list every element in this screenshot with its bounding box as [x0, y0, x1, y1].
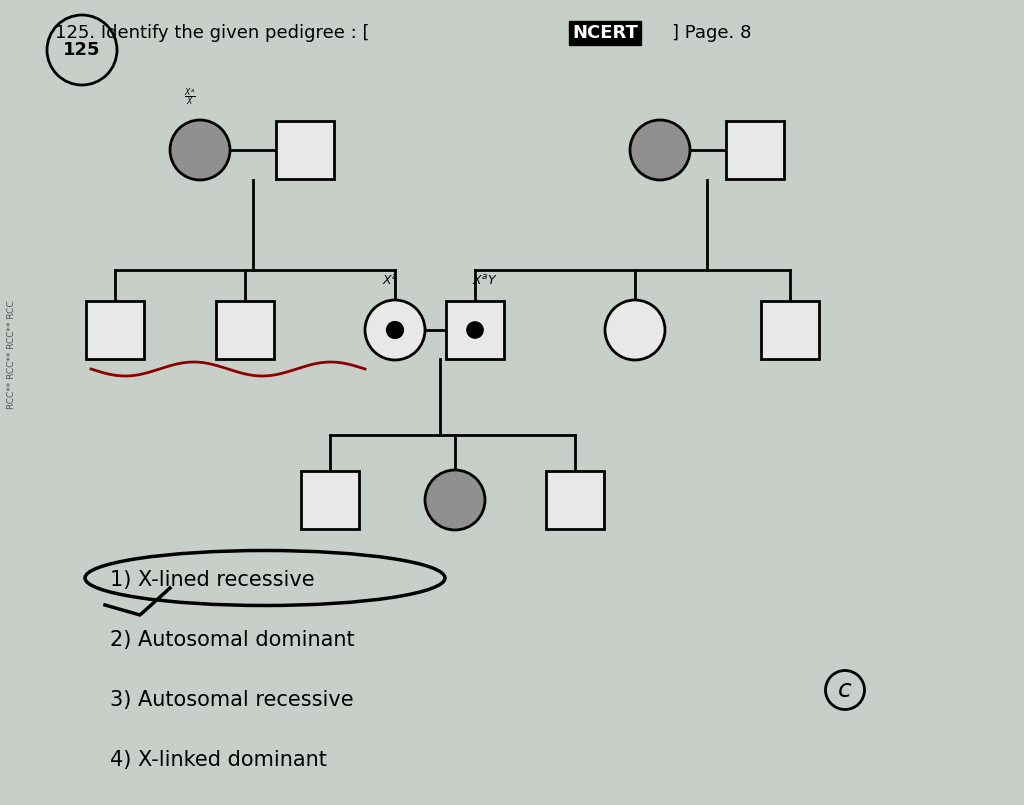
Text: $\frac{X^a}{X}$: $\frac{X^a}{X}$ [184, 87, 196, 108]
Bar [546, 471, 604, 529]
Circle shape [605, 300, 665, 360]
Circle shape [387, 322, 403, 338]
Text: NCERT: NCERT [572, 24, 638, 42]
Text: ] Page. 8: ] Page. 8 [672, 24, 752, 42]
Circle shape [425, 470, 485, 530]
Text: 1) X-lined recessive: 1) X-lined recessive [110, 570, 314, 590]
Text: 3) Autosomal recessive: 3) Autosomal recessive [110, 690, 353, 710]
Text: c: c [838, 678, 852, 702]
Circle shape [630, 120, 690, 180]
Circle shape [170, 120, 230, 180]
Bar [86, 301, 144, 359]
Text: 2) Autosomal dominant: 2) Autosomal dominant [110, 630, 354, 650]
Text: 125. Identify the given pedigree : [: 125. Identify the given pedigree : [ [55, 24, 370, 42]
Circle shape [365, 300, 425, 360]
Text: 125: 125 [63, 41, 100, 59]
Bar [726, 121, 784, 179]
Text: $X^aY$: $X^aY$ [472, 274, 498, 288]
Text: $X^a$: $X^a$ [382, 274, 398, 288]
Bar [446, 301, 504, 359]
Text: RCC** RCC** RCC** RCC: RCC** RCC** RCC** RCC [7, 301, 16, 409]
Bar [761, 301, 819, 359]
Bar [276, 121, 334, 179]
Circle shape [467, 322, 483, 338]
Bar [301, 471, 359, 529]
Bar [216, 301, 274, 359]
Text: 4) X-linked dominant: 4) X-linked dominant [110, 750, 327, 770]
